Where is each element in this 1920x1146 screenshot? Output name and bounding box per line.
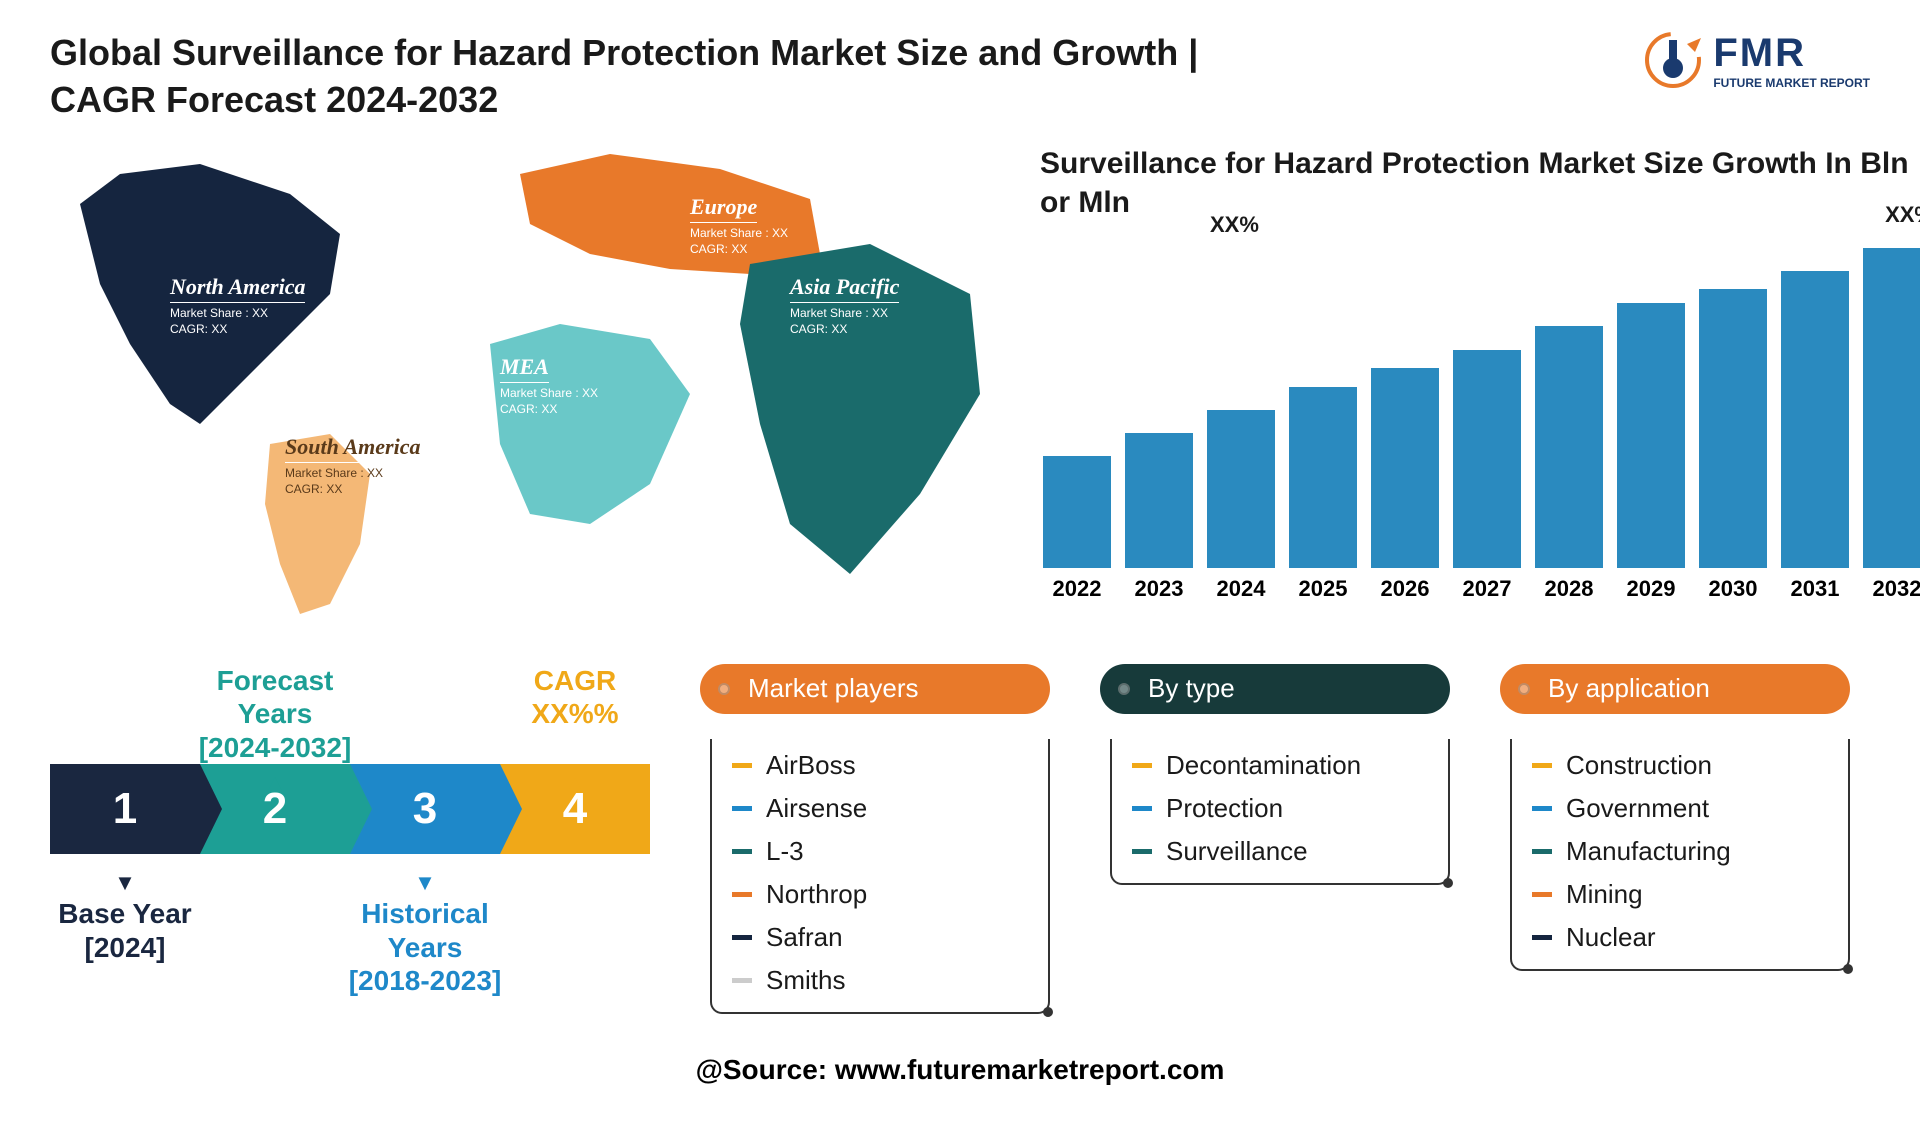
bar-col-2024: 2024 bbox=[1204, 410, 1278, 602]
main-row: North AmericaMarket Share : XXCAGR: XX So… bbox=[50, 144, 1870, 624]
timeline-label-1: ▼Base Year[2024] bbox=[40, 864, 210, 965]
cat-pill-2: By application bbox=[1500, 664, 1850, 714]
bar-col-2025: 2025 bbox=[1286, 387, 1360, 602]
cat-bracket-1: DecontaminationProtectionSurveillance bbox=[1110, 739, 1450, 885]
cat-item-manufacturing: Manufacturing bbox=[1532, 830, 1848, 873]
bar-year-2026: 2026 bbox=[1381, 576, 1430, 602]
map-label-europe: EuropeMarket Share : XXCAGR: XX bbox=[690, 194, 788, 259]
bar-2029 bbox=[1617, 303, 1685, 567]
bar-col-2032: 2032 bbox=[1860, 248, 1920, 602]
cat-item-government: Government bbox=[1532, 787, 1848, 830]
bar-col-2028: 2028 bbox=[1532, 326, 1606, 601]
chart-title: Surveillance for Hazard Protection Marke… bbox=[1040, 144, 1920, 222]
bar-year-2025: 2025 bbox=[1299, 576, 1348, 602]
cat-item-safran: Safran bbox=[732, 916, 1048, 959]
world-map: North AmericaMarket Share : XXCAGR: XX So… bbox=[50, 144, 1000, 624]
bar-col-2030: 2030 bbox=[1696, 289, 1770, 601]
timeline-segment-3: 3 bbox=[350, 764, 500, 854]
bar-year-2030: 2030 bbox=[1709, 576, 1758, 602]
cat-pill-0: Market players bbox=[700, 664, 1050, 714]
bar-year-2024: 2024 bbox=[1217, 576, 1266, 602]
bar-2027 bbox=[1453, 350, 1521, 568]
cat-item-construction: Construction bbox=[1532, 744, 1848, 787]
header: Global Surveillance for Hazard Protectio… bbox=[50, 30, 1870, 124]
bar-2028 bbox=[1535, 326, 1603, 567]
timeline: 1234▼Base Year[2024]Forecast Years[2024-… bbox=[50, 664, 650, 984]
category-by-application: By application ConstructionGovernmentManu… bbox=[1500, 664, 1850, 1014]
map-label-mea: MEAMarket Share : XXCAGR: XX bbox=[500, 354, 598, 419]
cat-item-northrop: Northrop bbox=[732, 873, 1048, 916]
logo-tagline: FUTURE MARKET REPORT bbox=[1713, 76, 1870, 90]
fmr-logo-icon bbox=[1643, 30, 1703, 90]
bar-year-2027: 2027 bbox=[1463, 576, 1512, 602]
cat-pill-1: By type bbox=[1100, 664, 1450, 714]
bar-col-2023: 2023 bbox=[1122, 433, 1196, 601]
bar-2030 bbox=[1699, 289, 1767, 567]
bar-year-2031: 2031 bbox=[1791, 576, 1840, 602]
bar-chart-section: Surveillance for Hazard Protection Marke… bbox=[1040, 144, 1920, 624]
bar-2031 bbox=[1781, 271, 1849, 568]
bar-year-2023: 2023 bbox=[1135, 576, 1184, 602]
cat-item-smiths: Smiths bbox=[732, 959, 1048, 1002]
cat-item-l-3: L-3 bbox=[732, 830, 1048, 873]
pct-end: XX% bbox=[1885, 202, 1920, 228]
page-title: Global Surveillance for Hazard Protectio… bbox=[50, 30, 1250, 124]
timeline-label-3: ▼Historical Years[2018-2023] bbox=[340, 864, 510, 998]
bar-2026 bbox=[1371, 368, 1439, 567]
bar-year-2022: 2022 bbox=[1053, 576, 1102, 602]
bar-year-2028: 2028 bbox=[1545, 576, 1594, 602]
map-label-south-america: South AmericaMarket Share : XXCAGR: XX bbox=[285, 434, 421, 499]
timeline-segment-1: 1 bbox=[50, 764, 200, 854]
bars-container: 2022 2023 2024 2025 2026 2027 2028 2029 2030 2031… bbox=[1040, 242, 1920, 602]
footer-source: @Source: www.futuremarketreport.com bbox=[50, 1054, 1870, 1086]
cat-bracket-0: AirBossAirsenseL-3NorthropSafranSmiths bbox=[710, 739, 1050, 1014]
cat-item-airboss: AirBoss bbox=[732, 744, 1048, 787]
bar-2022 bbox=[1043, 456, 1111, 567]
cat-item-mining: Mining bbox=[1532, 873, 1848, 916]
bar-year-2029: 2029 bbox=[1627, 576, 1676, 602]
bar-2032 bbox=[1863, 248, 1920, 568]
logo-text-wrap: FMR FUTURE MARKET REPORT bbox=[1713, 31, 1870, 90]
cat-item-surveillance: Surveillance bbox=[1132, 830, 1448, 873]
bar-col-2026: 2026 bbox=[1368, 368, 1442, 601]
bottom-row: 1234▼Base Year[2024]Forecast Years[2024-… bbox=[50, 664, 1870, 1014]
bar-2024 bbox=[1207, 410, 1275, 568]
map-label-asia-pacific: Asia PacificMarket Share : XXCAGR: XX bbox=[790, 274, 899, 339]
map-label-north-america: North AmericaMarket Share : XXCAGR: XX bbox=[170, 274, 305, 339]
bar-2025 bbox=[1289, 387, 1357, 568]
logo: FMR FUTURE MARKET REPORT bbox=[1643, 30, 1870, 90]
cat-item-airsense: Airsense bbox=[732, 787, 1048, 830]
bar-col-2027: 2027 bbox=[1450, 350, 1524, 602]
bar-col-2029: 2029 bbox=[1614, 303, 1688, 601]
bar-col-2022: 2022 bbox=[1040, 456, 1114, 601]
bar-2023 bbox=[1125, 433, 1193, 567]
bar-col-2031: 2031 bbox=[1778, 271, 1852, 602]
category-market-players: Market players AirBossAirsenseL-3Northrop… bbox=[700, 664, 1050, 1014]
category-by-type: By type DecontaminationProtectionSurveill… bbox=[1100, 664, 1450, 1014]
categories-wrap: Market players AirBossAirsenseL-3Northrop… bbox=[700, 664, 1850, 1014]
logo-brand: FMR bbox=[1713, 31, 1870, 76]
cat-item-nuclear: Nuclear bbox=[1532, 916, 1848, 959]
cat-item-protection: Protection bbox=[1132, 787, 1448, 830]
bar-year-2032: 2032 bbox=[1873, 576, 1920, 602]
cat-bracket-2: ConstructionGovernmentManufacturingMinin… bbox=[1510, 739, 1850, 971]
pct-start: XX% bbox=[1210, 212, 1259, 238]
cat-item-decontamination: Decontamination bbox=[1132, 744, 1448, 787]
